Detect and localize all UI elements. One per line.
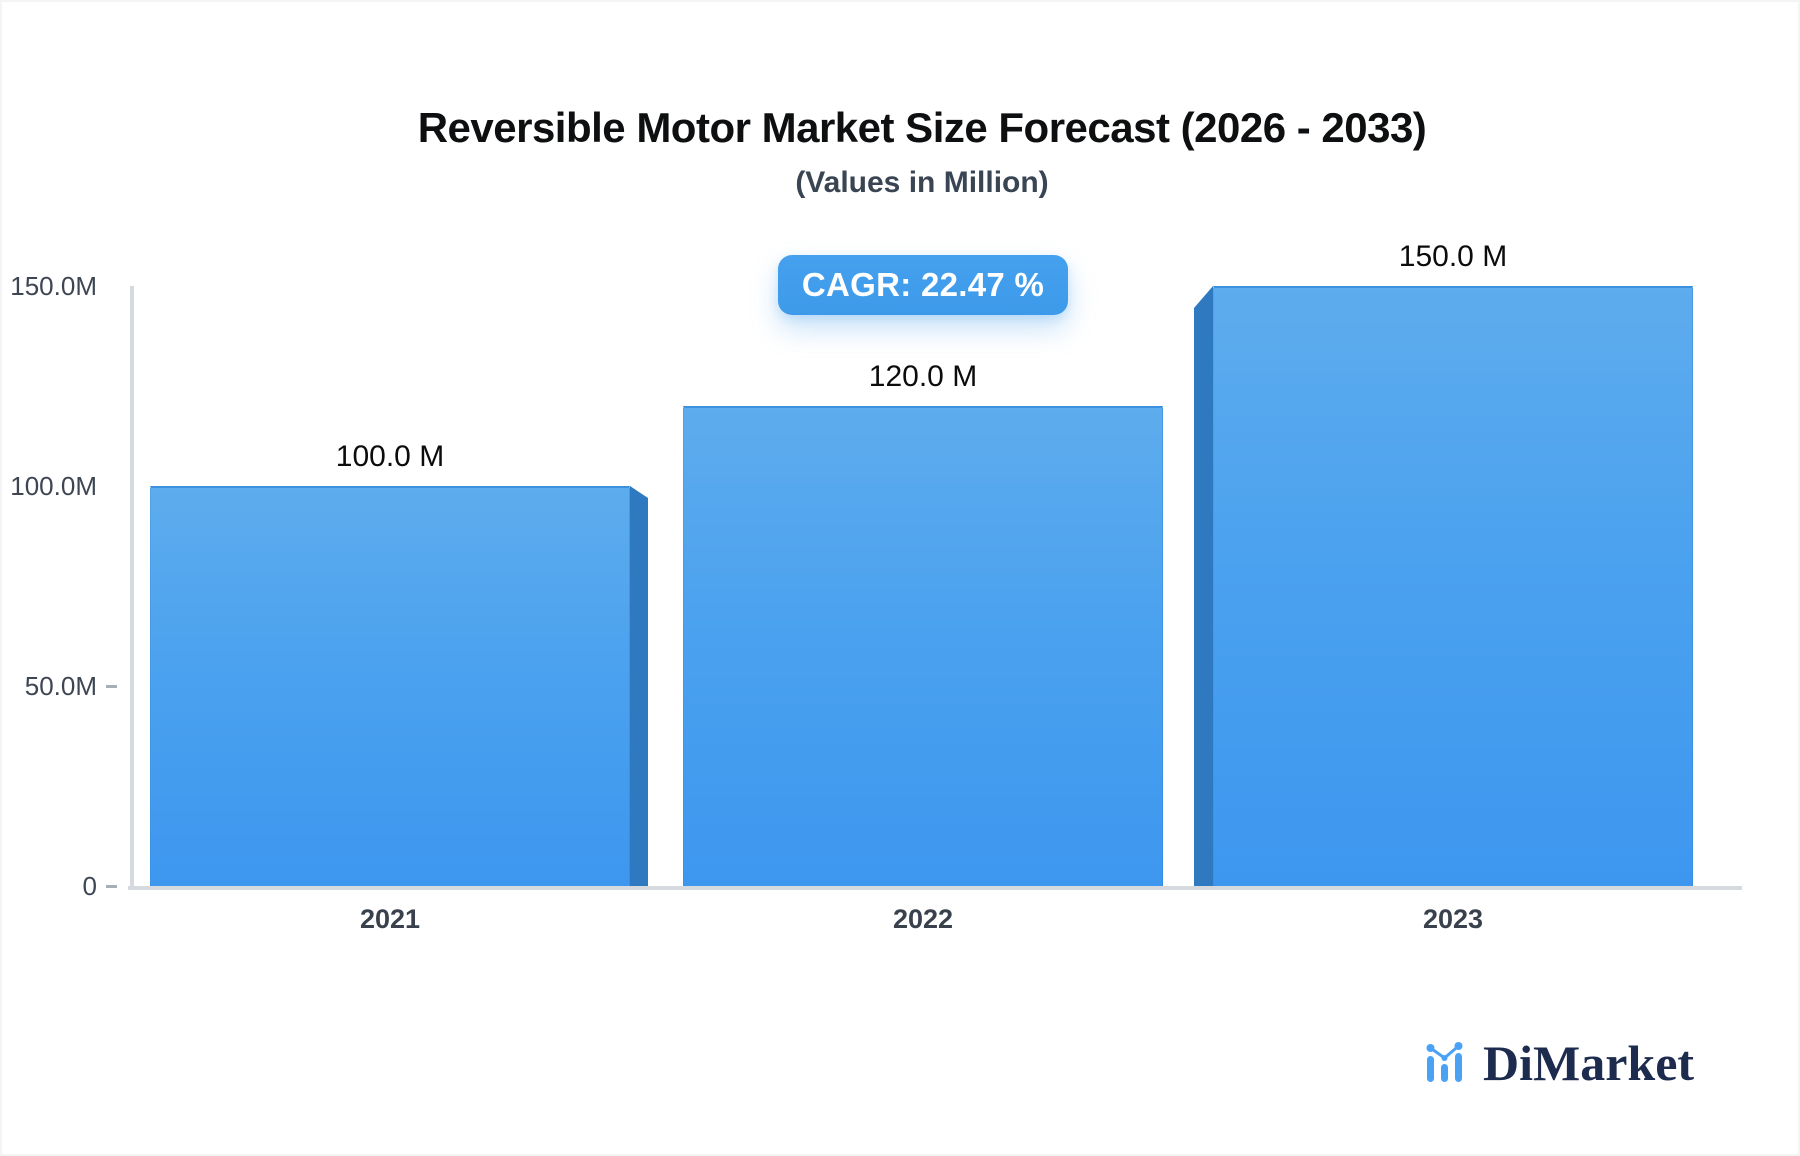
bar-value-label: 100.0 M xyxy=(335,440,445,473)
cagr-badge: CAGR: 22.47 % xyxy=(778,255,1068,315)
bar-value-label: 120.0 M xyxy=(868,360,978,393)
y-axis-tick-label: 150.0M xyxy=(10,271,97,301)
cagr-badge-label: CAGR: 22.47 % xyxy=(801,266,1045,303)
bar xyxy=(1213,286,1693,886)
x-axis-line xyxy=(128,886,1742,890)
y-axis-tick-label: 50.0M xyxy=(24,671,97,701)
y-axis-tick-label: 100.0M xyxy=(10,471,97,501)
bar-chart-logo-icon xyxy=(1426,1042,1463,1082)
bar-value-label: 150.0 M xyxy=(1398,240,1508,273)
x-axis-label: 2021 xyxy=(359,904,421,934)
y-axis-line xyxy=(130,286,134,890)
y-axis-tick-dash xyxy=(106,685,117,688)
bar xyxy=(150,486,630,886)
bar-3d-side xyxy=(1194,286,1213,886)
x-axis-label: 2023 xyxy=(1422,904,1484,934)
brand-name: DiMarket xyxy=(1483,1035,1695,1091)
chart-subtitle: (Values in Million) xyxy=(795,166,1049,199)
bar-3d-side xyxy=(630,486,648,886)
bar xyxy=(683,406,1163,886)
y-axis-tick-dash xyxy=(106,885,117,888)
y-axis-tick-label: 0 xyxy=(82,871,97,901)
x-axis-label: 2022 xyxy=(892,904,954,934)
brand-logo: DiMarket xyxy=(1424,1035,1695,1091)
chart-title: Reversible Motor Market Size Forecast (2… xyxy=(417,104,1427,151)
